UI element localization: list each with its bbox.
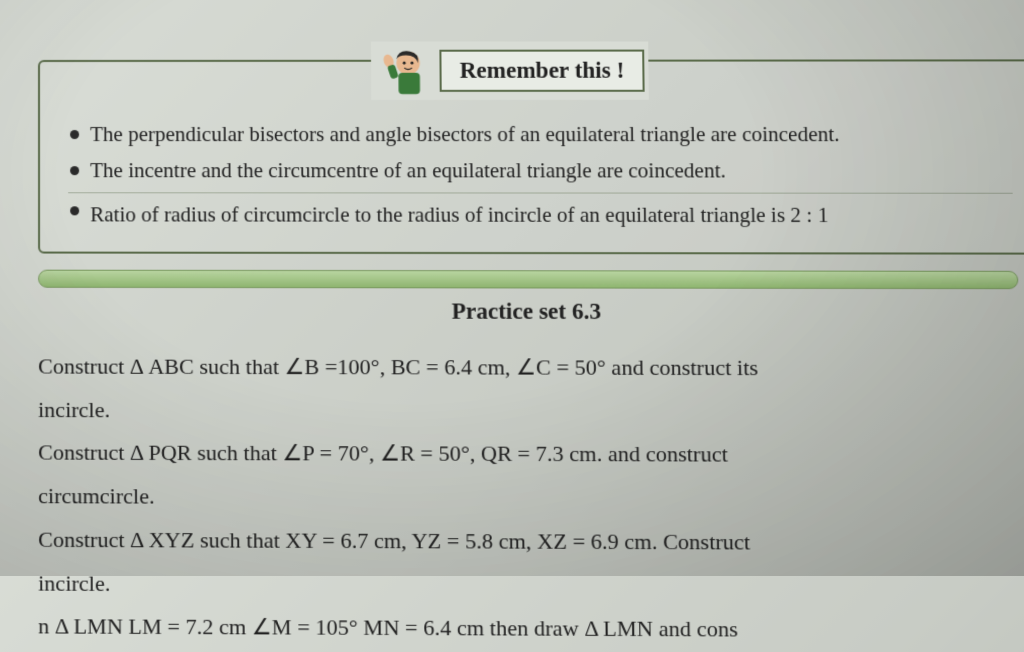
remember-title: Remember this ! — [439, 50, 644, 92]
remember-box: Remember this ! The perpendicular bisect… — [38, 59, 1024, 254]
practice-set-title: Practice set 6.3 — [38, 298, 1019, 326]
problem-line: incircle. — [38, 389, 1024, 433]
bullet-list: The perpendicular bisectors and angle bi… — [68, 117, 1013, 234]
problem-line: Construct Δ PQR such that ∠P = 70°, ∠R =… — [38, 433, 1024, 477]
bullet-item: The incentre and the circumcentre of an … — [68, 153, 1012, 189]
section-bar: Practice set 6.3 — [38, 270, 1019, 326]
bullet-item: Ratio of radius of circumcircle to the r… — [68, 193, 1013, 235]
bullet-item: The perpendicular bisectors and angle bi… — [68, 117, 1012, 153]
problem-line: circumcircle. — [38, 476, 1024, 521]
remember-header: Remember this ! — [371, 42, 649, 100]
section-green-bar — [38, 270, 1018, 289]
problem-line: Construct Δ ABC such that ∠B =100°, BC =… — [38, 346, 1024, 389]
problem-line: n Δ LMN LM = 7.2 cm ∠M = 105° MN = 6.4 c… — [38, 606, 1024, 652]
problems-block: Construct Δ ABC such that ∠B =100°, BC =… — [38, 346, 1024, 652]
mascot-illustration — [375, 42, 434, 100]
problem-line: incircle. — [38, 563, 1024, 609]
problem-line: Construct Δ XYZ such that XY = 6.7 cm, Y… — [38, 519, 1024, 564]
